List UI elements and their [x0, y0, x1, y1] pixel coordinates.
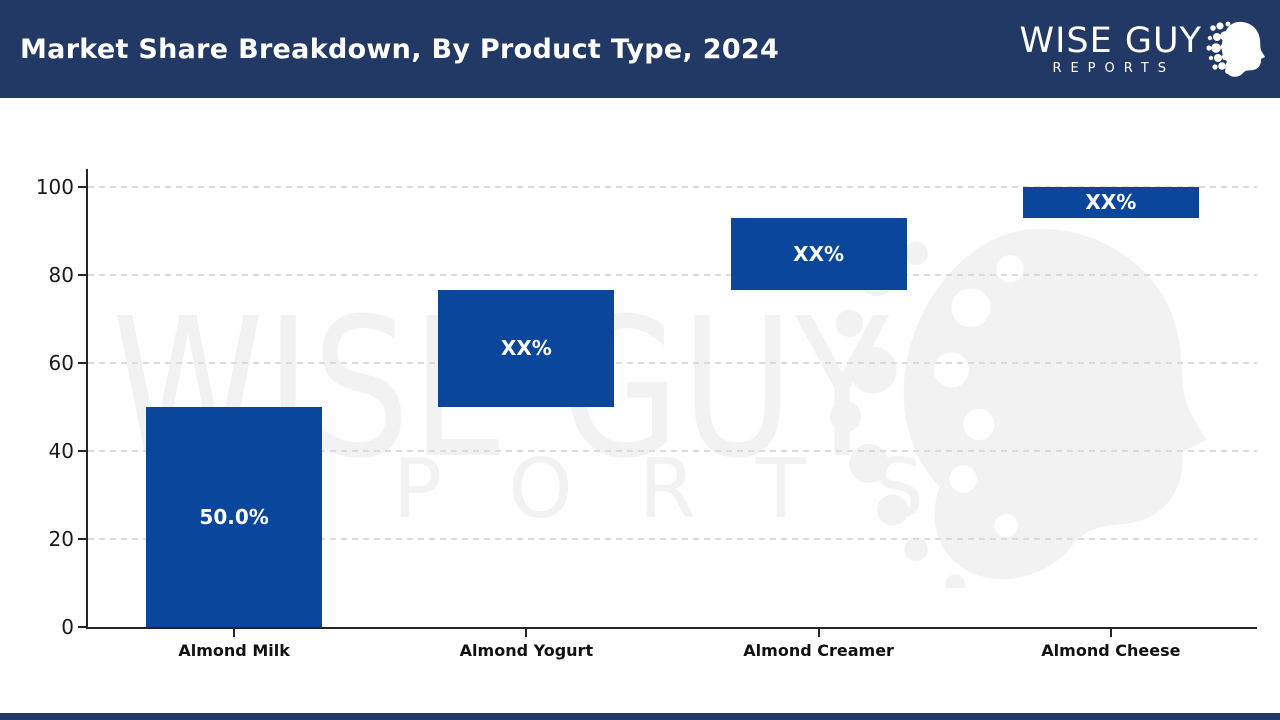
y-tick-label: 80 [48, 263, 74, 287]
x-tick-mark [817, 629, 820, 637]
x-tick-label: Almond Yogurt [459, 641, 594, 660]
y-tick-mark [78, 186, 86, 188]
y-tick-label: 60 [48, 351, 74, 375]
gridline [88, 186, 1257, 188]
bar-label: XX% [500, 336, 552, 361]
x-axis-spine [86, 627, 1257, 629]
bar [438, 289, 615, 407]
waterfall-chart: 0 20 40 60 80 100 50.0% Almond Milk XX% Almond Yo… [0, 98, 1280, 713]
y-tick-label: 100 [35, 175, 74, 199]
brand-name: WISE GUY [1019, 21, 1202, 61]
brand-logo: WISE GUY REPORTS [1019, 4, 1266, 94]
gridline [88, 450, 1257, 452]
bar [1022, 187, 1199, 218]
bar-label: XX% [1085, 190, 1137, 215]
gridline [88, 274, 1257, 276]
y-tick-mark [78, 450, 86, 452]
header-bar: Market Share Breakdown, By Product Type,… [0, 0, 1280, 98]
brand-logo-text: WISE GUY REPORTS [1019, 22, 1202, 76]
x-tick-mark [1109, 629, 1112, 637]
y-axis-spine [86, 169, 88, 629]
gridline [88, 538, 1257, 540]
x-tick-label: Almond Creamer [743, 641, 894, 660]
bar-label: 50.0% [199, 505, 269, 529]
gridline [88, 362, 1257, 364]
brand-subname: REPORTS [1052, 61, 1176, 76]
y-tick-label: 40 [48, 439, 74, 463]
x-tick-mark [525, 629, 528, 637]
y-tick-label: 0 [61, 615, 74, 639]
y-tick-mark [78, 538, 86, 540]
bar-label: XX% [793, 241, 845, 266]
x-tick-mark [233, 629, 236, 637]
x-tick-label: Almond Cheese [1041, 641, 1181, 660]
page-title: Market Share Breakdown, By Product Type,… [20, 33, 780, 65]
bar [146, 407, 323, 627]
footer-bar [0, 713, 1280, 720]
y-tick-mark [78, 274, 86, 276]
x-tick-label: Almond Milk [178, 641, 290, 660]
dotted-head-icon [1206, 21, 1265, 77]
y-tick-mark [78, 626, 86, 628]
y-tick-label: 20 [48, 527, 74, 551]
y-tick-mark [78, 362, 86, 364]
